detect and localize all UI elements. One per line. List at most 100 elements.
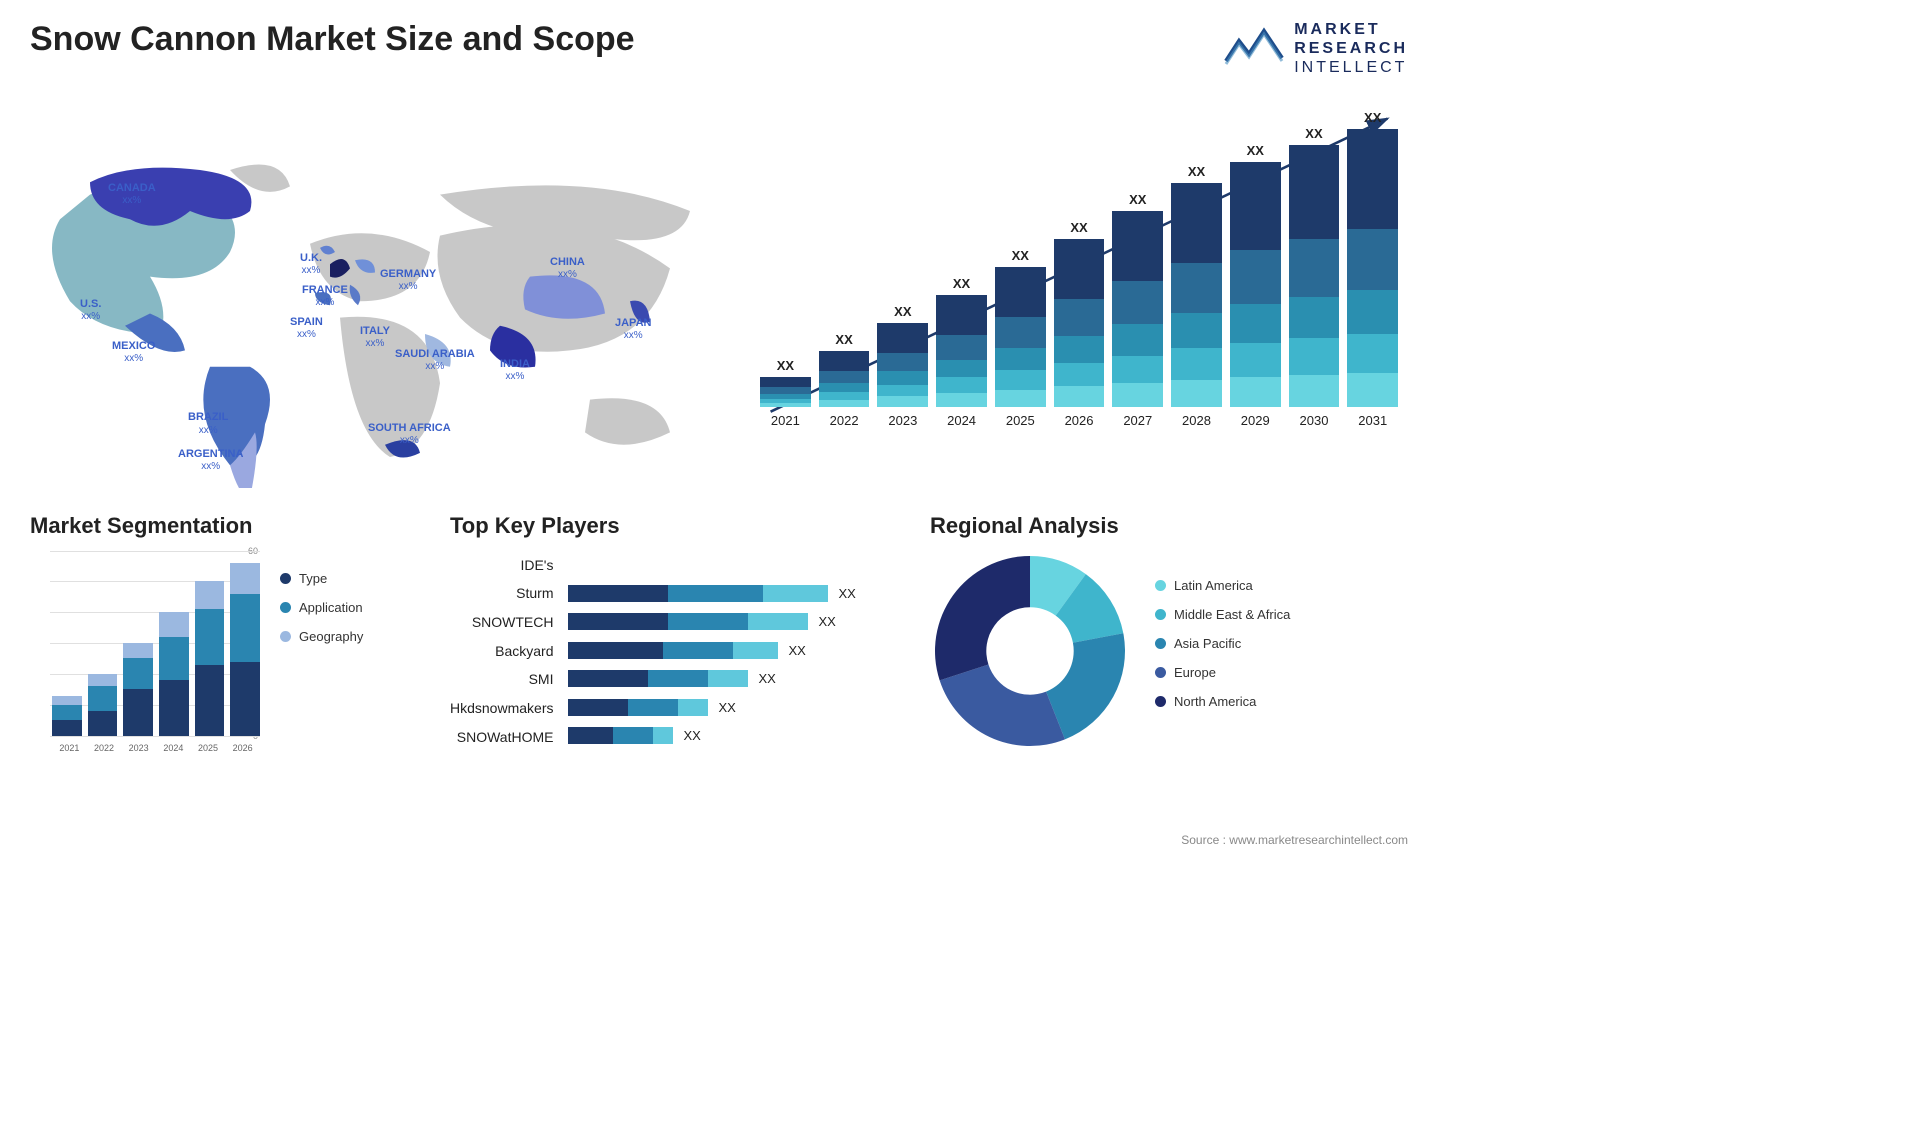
bar-top-label: XX [1247, 143, 1264, 158]
bar-top-label: XX [894, 304, 911, 319]
player-value: XX [758, 671, 775, 686]
seg-segment [230, 563, 260, 594]
legend-item: Asia Pacific [1155, 636, 1408, 651]
seg-year-label: 2022 [94, 743, 114, 753]
donut-segment [935, 556, 1030, 680]
seg-segment [52, 705, 82, 720]
player-name: SNOWatHOME [450, 723, 553, 752]
seg-stack [88, 674, 118, 736]
legend-label: Geography [299, 629, 363, 644]
bar-segment [1054, 239, 1105, 299]
bar-segment [819, 392, 870, 400]
bar-year-label: 2029 [1241, 413, 1270, 428]
seg-segment [195, 665, 225, 736]
legend-label: Type [299, 571, 327, 586]
players-bars: XXXXXXXXXXXX [568, 551, 890, 752]
player-value: XX [838, 586, 855, 601]
bar-segment [1054, 363, 1105, 387]
player-segment [763, 585, 828, 602]
donut-chart [930, 551, 1130, 751]
bar-segment [1112, 281, 1163, 324]
legend-label: Asia Pacific [1174, 636, 1241, 651]
bar-top-label: XX [1305, 126, 1322, 141]
map-label: U.K.xx% [300, 252, 322, 276]
map-label: CHINAxx% [550, 256, 585, 280]
seg-stack [159, 612, 189, 735]
player-segment [568, 585, 668, 602]
seg-year-label: 2025 [198, 743, 218, 753]
seg-segment [123, 689, 153, 735]
legend-label: Application [299, 600, 363, 615]
seg-bar-col [195, 581, 225, 735]
seg-year-label: 2024 [163, 743, 183, 753]
bar-segment [819, 400, 870, 407]
player-value: XX [788, 643, 805, 658]
bar-segment [1347, 373, 1398, 406]
player-segment [568, 670, 648, 687]
map-label: BRAZILxx% [188, 411, 228, 435]
source-text: Source : www.marketresearchintellect.com [1181, 833, 1408, 847]
seg-segment [195, 581, 225, 609]
bar-top-label: XX [1188, 164, 1205, 179]
bar-segment [1171, 263, 1222, 312]
seg-year-label: 2023 [129, 743, 149, 753]
player-segment [568, 727, 613, 744]
legend-dot-icon [1155, 667, 1166, 678]
legend-item: Application [280, 600, 410, 615]
regional-title: Regional Analysis [930, 513, 1408, 539]
bar-segment [936, 360, 987, 378]
bar-year-label: 2024 [947, 413, 976, 428]
player-row: XX [568, 636, 890, 665]
header: Snow Cannon Market Size and Scope MARKET… [30, 20, 1408, 78]
logo-mark-icon [1224, 26, 1284, 71]
player-name: IDE's [450, 551, 553, 580]
map-label: ARGENTINAxx% [178, 448, 243, 472]
player-segment [678, 699, 708, 716]
bar-stack [1054, 239, 1105, 407]
map-label: SPAINxx% [290, 316, 323, 340]
bar-segment [877, 323, 928, 353]
main-chart: XX 2021XX 2022XX 2023XX 2024XX 2025XX 20… [750, 88, 1408, 468]
player-name: Sturm [450, 579, 553, 608]
bar-segment [1289, 375, 1340, 406]
bar-segment [936, 393, 987, 406]
regional-legend: Latin AmericaMiddle East & AfricaAsia Pa… [1155, 578, 1408, 723]
bar-segment [1347, 129, 1398, 229]
player-name: Hkdsnowmakers [450, 694, 553, 723]
player-segment [663, 642, 733, 659]
bar-segment [1289, 297, 1340, 339]
bar-segment [936, 377, 987, 393]
bar-segment [1112, 324, 1163, 355]
legend-item: North America [1155, 694, 1408, 709]
seg-segment [230, 594, 260, 662]
seg-segment [230, 662, 260, 736]
player-segment [568, 642, 663, 659]
seg-stack [123, 643, 153, 735]
bar-year-label: 2027 [1123, 413, 1152, 428]
player-bar [568, 699, 708, 716]
main-bar-col: XX 2029 [1230, 143, 1281, 428]
bar-segment [819, 351, 870, 371]
bar-top-label: XX [1070, 220, 1087, 235]
bar-stack [877, 323, 928, 407]
segmentation-bars: 0102030405060202120222023202420252026 [30, 551, 260, 761]
player-segment [568, 699, 628, 716]
bar-segment [995, 348, 1046, 370]
player-row: XX [568, 665, 890, 694]
bar-top-label: XX [953, 276, 970, 291]
seg-segment [88, 686, 118, 711]
legend-item: Middle East & Africa [1155, 607, 1408, 622]
bar-segment [1230, 377, 1281, 406]
seg-segment [195, 609, 225, 665]
seg-year-label: 2021 [59, 743, 79, 753]
bar-segment [1230, 304, 1281, 343]
player-value: XX [718, 700, 735, 715]
player-row: XX [568, 693, 890, 722]
players-names: IDE'sSturmSNOWTECHBackyardSMIHkdsnowmake… [450, 551, 553, 752]
bar-segment [1171, 380, 1222, 407]
legend-item: Type [280, 571, 410, 586]
bar-segment [1289, 145, 1340, 239]
bar-segment [877, 396, 928, 406]
map-label: SAUDI ARABIAxx% [395, 348, 475, 372]
map-label: CANADAxx% [108, 182, 156, 206]
